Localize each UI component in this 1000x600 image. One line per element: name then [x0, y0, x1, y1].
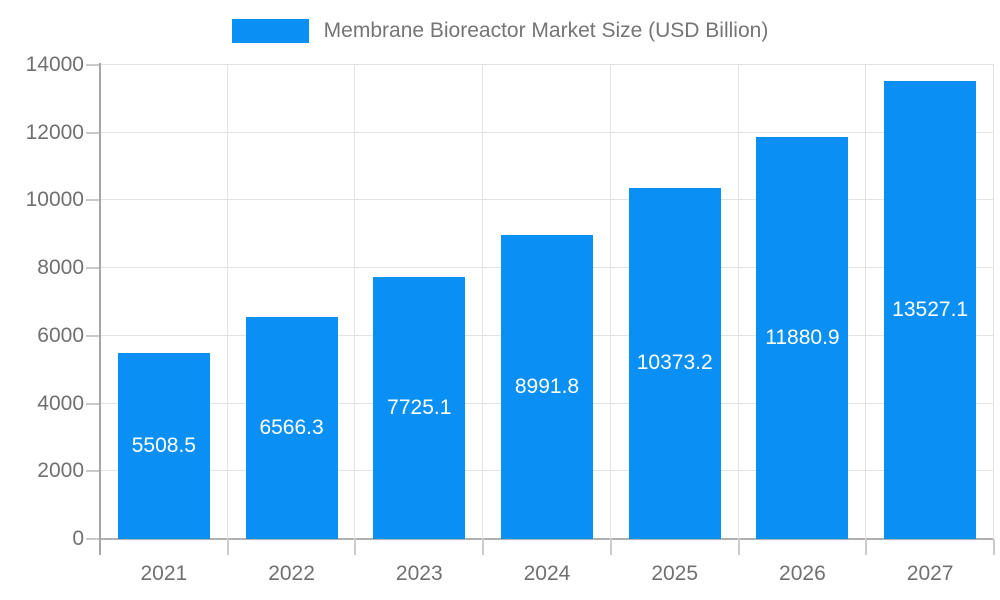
h-gridline [100, 131, 994, 133]
v-gridline [865, 65, 867, 539]
y-axis-tick-label: 4000 [37, 391, 84, 415]
x-tick-mark [993, 539, 995, 555]
x-axis-tick-label: 2021 [140, 562, 188, 585]
h-gridline [100, 199, 994, 201]
bar: 8991.8 [501, 234, 593, 539]
x-tick-mark [737, 539, 740, 555]
y-axis-tick-label: 6000 [37, 323, 84, 347]
x-tick-mark [482, 539, 485, 555]
bar: 5508.5 [117, 352, 210, 539]
v-gridline [354, 65, 356, 539]
bar: 6566.3 [245, 316, 338, 539]
y-axis-tick-label: 12000 [25, 120, 84, 144]
x-axis-tick-label: 2026 [779, 562, 826, 585]
y-axis-tick-label: 0 [72, 527, 84, 550]
chart-legend[interactable]: Membrane Bioreactor Market Size (USD Bil… [0, 19, 1000, 43]
bar: 7725.1 [373, 277, 466, 539]
y-axis-line [99, 63, 101, 555]
bar-value-label: 7725.1 [387, 396, 452, 420]
y-axis-tick-label: 8000 [37, 256, 84, 280]
bar-value-label: 10373.2 [636, 351, 713, 375]
y-tick-mark [86, 267, 100, 270]
y-tick-mark [86, 131, 100, 134]
bar-value-label: 6566.3 [259, 415, 324, 439]
v-gridline [993, 65, 994, 539]
x-tick-mark [609, 539, 612, 555]
y-tick-mark [86, 402, 100, 405]
y-axis-tick-label: 10000 [25, 188, 84, 212]
legend-label: Membrane Bioreactor Market Size (USD Bil… [323, 19, 769, 42]
v-gridline [609, 65, 611, 539]
x-tick-mark [354, 539, 357, 555]
x-axis-tick-label: 2024 [523, 562, 571, 585]
bar-value-label: 5508.5 [131, 433, 196, 457]
x-tick-mark [226, 539, 229, 555]
y-axis-tick-label: 14000 [25, 53, 84, 76]
x-axis-tick-label: 2023 [395, 562, 443, 585]
y-tick-mark [86, 470, 100, 473]
bar-value-label: 11880.9 [765, 325, 840, 349]
x-axis-tick-label: 2022 [268, 562, 315, 585]
y-tick-mark [86, 538, 100, 540]
x-tick-mark [865, 539, 868, 555]
v-gridline [737, 65, 739, 539]
bar: 11880.9 [756, 136, 849, 539]
bar-value-label: 8991.8 [514, 374, 580, 398]
bar-value-label: 13527.1 [892, 298, 969, 321]
x-axis-tick-label: 2027 [906, 562, 954, 585]
h-gridline [100, 64, 994, 65]
y-tick-mark [86, 334, 100, 337]
y-axis-tick-label: 2000 [37, 459, 84, 483]
x-axis-tick-label: 2025 [651, 562, 699, 585]
y-tick-mark [86, 64, 100, 66]
v-gridline [482, 65, 484, 539]
x-axis-baseline [100, 538, 994, 540]
bar: 13527.1 [884, 81, 977, 539]
bar: 10373.2 [628, 187, 721, 539]
v-gridline [226, 65, 228, 539]
y-tick-mark [86, 199, 100, 202]
plot-area: 5508.5 6566.3 7725.1 8991.8 10373.2 11880.9 13… [86, 63, 995, 555]
legend-swatch [231, 19, 309, 43]
